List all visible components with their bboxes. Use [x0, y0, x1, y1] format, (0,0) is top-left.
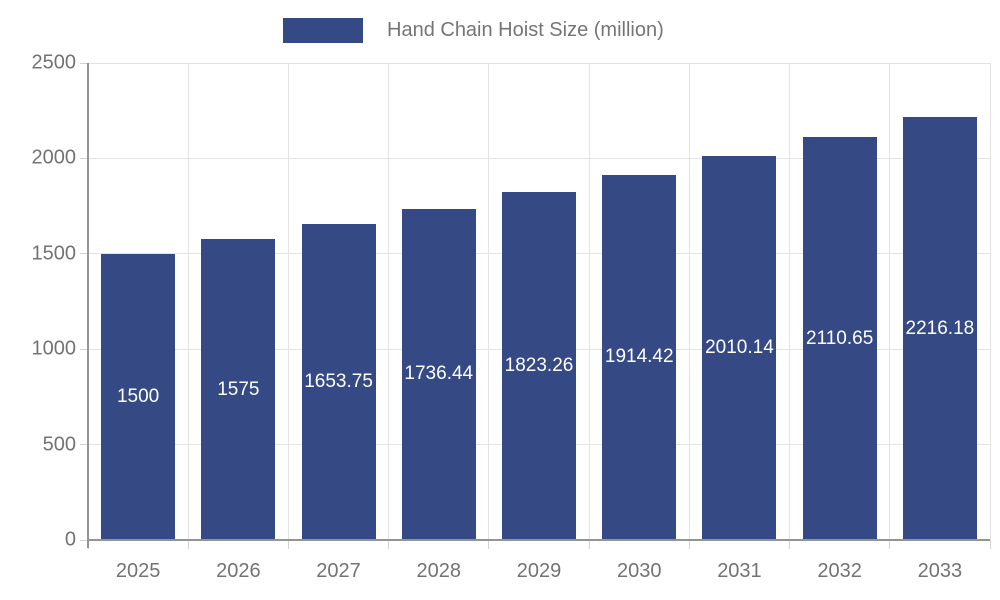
- legend-swatch: [283, 18, 363, 43]
- legend-label: Hand Chain Hoist Size (million): [387, 19, 664, 41]
- gridline-vertical: [287, 63, 289, 540]
- bar-2028[interactable]: [401, 208, 476, 540]
- y-axis-tick: [80, 444, 88, 446]
- bar-value-label: 1736.44: [404, 363, 474, 385]
- x-axis-tick: [588, 540, 590, 549]
- x-axis-tick-label: 2025: [115, 560, 161, 582]
- gridline-vertical: [187, 63, 189, 540]
- gridline-vertical: [588, 63, 590, 540]
- gridline-vertical: [789, 63, 791, 540]
- x-axis-tick-label: 2032: [817, 560, 862, 582]
- bar-2030[interactable]: [602, 174, 677, 540]
- x-axis-tick: [789, 540, 791, 549]
- x-axis-tick: [287, 540, 289, 549]
- y-axis-line: [87, 63, 89, 548]
- y-axis-tick: [80, 253, 88, 255]
- bar-value-label: 1500: [116, 385, 160, 407]
- bar-2029[interactable]: [502, 192, 576, 540]
- gridline-vertical: [488, 63, 490, 540]
- x-axis-tick-label: 2028: [416, 560, 462, 582]
- gridline-vertical: [388, 63, 390, 540]
- x-axis-tick: [688, 540, 690, 549]
- x-axis-tick-label: 2027: [316, 560, 361, 582]
- y-axis-tick-label: 2000: [31, 146, 77, 169]
- y-axis-tick-label: 1000: [31, 337, 77, 360]
- y-axis-tick-label: 2500: [31, 51, 77, 74]
- bar-value-label: 1575: [217, 378, 260, 400]
- x-axis-line: [88, 539, 990, 541]
- x-axis-tick-label: 2026: [216, 560, 261, 582]
- x-axis-tick-label: 2030: [616, 560, 662, 582]
- bar-2027[interactable]: [301, 224, 376, 540]
- x-axis-tick-label: 2033: [917, 560, 963, 582]
- x-axis-tick: [989, 540, 991, 549]
- gridline-vertical: [688, 63, 690, 540]
- bar-2031[interactable]: [702, 156, 777, 540]
- y-axis-tick-label: 500: [42, 433, 76, 456]
- bar-2026[interactable]: [201, 239, 276, 540]
- gridline-horizontal: [88, 62, 990, 64]
- x-axis-tick: [488, 540, 490, 549]
- gridline-vertical: [989, 63, 991, 540]
- y-axis-tick-label: 1500: [31, 242, 77, 265]
- y-axis-tick: [80, 62, 88, 64]
- bar-value-label: 2010.14: [705, 337, 774, 359]
- x-axis-tick: [187, 540, 189, 549]
- x-axis-tick-label: 2029: [516, 560, 562, 582]
- x-axis-tick: [388, 540, 390, 549]
- bar-value-label: 1914.42: [604, 346, 674, 368]
- bar-value-label: 2216.18: [905, 317, 975, 339]
- gridline-horizontal: [88, 157, 990, 159]
- y-axis-tick: [80, 539, 88, 541]
- bar-value-label: 2110.65: [806, 327, 874, 349]
- gridline-vertical: [889, 63, 891, 540]
- x-axis-tick: [889, 540, 891, 549]
- y-axis-tick-label: 0: [64, 528, 76, 551]
- bar-value-label: 1823.26: [504, 355, 574, 377]
- bar-value-label: 1653.75: [304, 371, 373, 393]
- legend-item[interactable]: Hand Chain Hoist Size (million): [283, 18, 664, 43]
- bar-2032[interactable]: [802, 137, 877, 540]
- bar-2025[interactable]: [101, 253, 176, 540]
- y-axis-tick: [80, 157, 88, 159]
- y-axis-tick: [80, 348, 88, 350]
- bar-2033[interactable]: [902, 117, 977, 540]
- x-axis-tick-label: 2031: [717, 560, 762, 582]
